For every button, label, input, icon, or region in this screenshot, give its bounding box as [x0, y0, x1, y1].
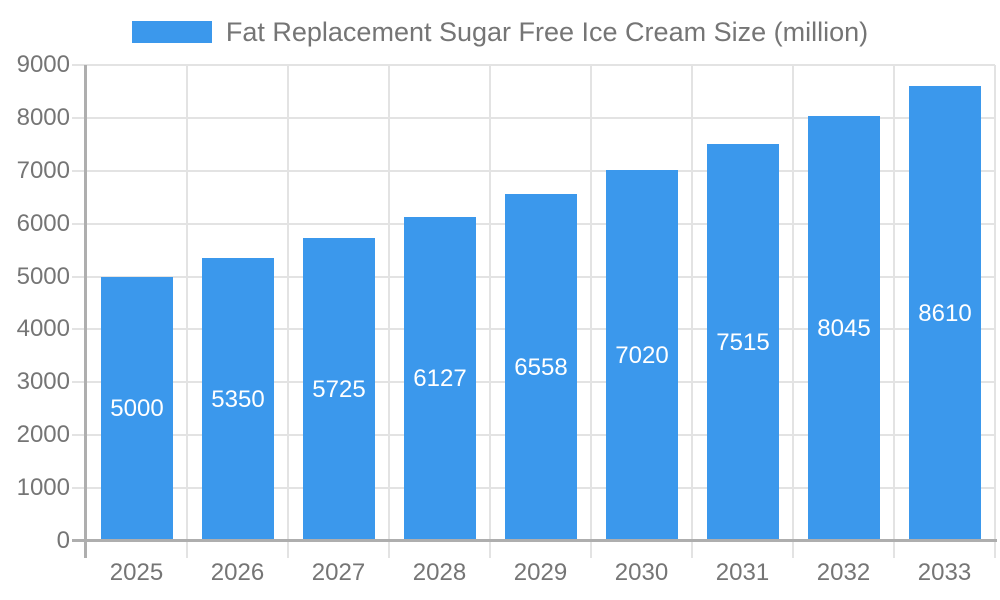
y-axis-tick-label: 7000	[16, 157, 70, 184]
bar: 7020	[606, 170, 678, 541]
bar: 8045	[808, 116, 880, 541]
gridline-horizontal	[72, 170, 995, 172]
x-axis-tick-label: 2030	[614, 559, 669, 586]
gridline-vertical	[792, 65, 794, 558]
y-axis-tick-label: 0	[56, 527, 70, 554]
gridline-vertical	[994, 65, 996, 558]
gridline-horizontal	[72, 117, 995, 119]
x-axis-tick-label: 2033	[917, 559, 972, 586]
x-axis-tick-label: 2031	[715, 559, 770, 586]
legend-label: Fat Replacement Sugar Free Ice Cream Siz…	[225, 16, 869, 47]
x-axis-tick-label: 2029	[513, 559, 568, 586]
gridline-horizontal	[72, 64, 995, 66]
bar: 6558	[505, 194, 577, 541]
gridline-vertical	[893, 65, 895, 558]
bar: 6127	[404, 217, 476, 541]
bar: 5000	[101, 277, 173, 541]
y-axis-tick-label: 1000	[16, 474, 70, 501]
y-axis-tick-label: 5000	[16, 263, 70, 290]
gridline-vertical	[590, 65, 592, 558]
y-axis-tick-label: 4000	[16, 315, 70, 342]
legend-swatch	[131, 21, 212, 43]
bar: 5725	[303, 238, 375, 541]
gridline-vertical	[287, 65, 289, 558]
bar-value-label: 5350	[211, 385, 265, 413]
x-axis-tick-label: 2026	[210, 559, 265, 586]
y-axis-line	[84, 65, 87, 558]
gridline-vertical	[489, 65, 491, 558]
bar-value-label: 8045	[817, 314, 871, 342]
bar-value-label: 8610	[918, 299, 972, 327]
y-axis-tick-label: 3000	[16, 368, 70, 395]
x-axis-tick-label: 2032	[816, 559, 871, 586]
bar-value-label: 7020	[615, 341, 669, 369]
x-axis-line	[72, 539, 997, 542]
y-axis-tick-label: 6000	[16, 210, 70, 237]
gridline-vertical	[186, 65, 188, 558]
bar-value-label: 5725	[312, 375, 366, 403]
bar: 5350	[202, 258, 274, 541]
bar-value-label: 6127	[413, 365, 467, 392]
gridline-vertical	[691, 65, 693, 558]
x-axis-tick-label: 2025	[109, 559, 164, 586]
bar-value-label: 5000	[110, 395, 164, 422]
bar: 8610	[909, 86, 981, 541]
y-axis-tick-label: 9000	[16, 51, 70, 78]
bar-value-label: 6558	[514, 353, 568, 381]
gridline-vertical	[388, 65, 390, 558]
x-axis-tick-label: 2027	[311, 559, 366, 586]
y-axis-tick-label: 8000	[16, 104, 70, 131]
bar-value-label: 7515	[716, 328, 770, 356]
chart-legend: Fat Replacement Sugar Free Ice Cream Siz…	[0, 16, 1000, 48]
x-axis-tick-label: 2028	[412, 559, 467, 586]
bar: 7515	[707, 144, 779, 541]
y-axis-tick-label: 2000	[16, 421, 70, 448]
